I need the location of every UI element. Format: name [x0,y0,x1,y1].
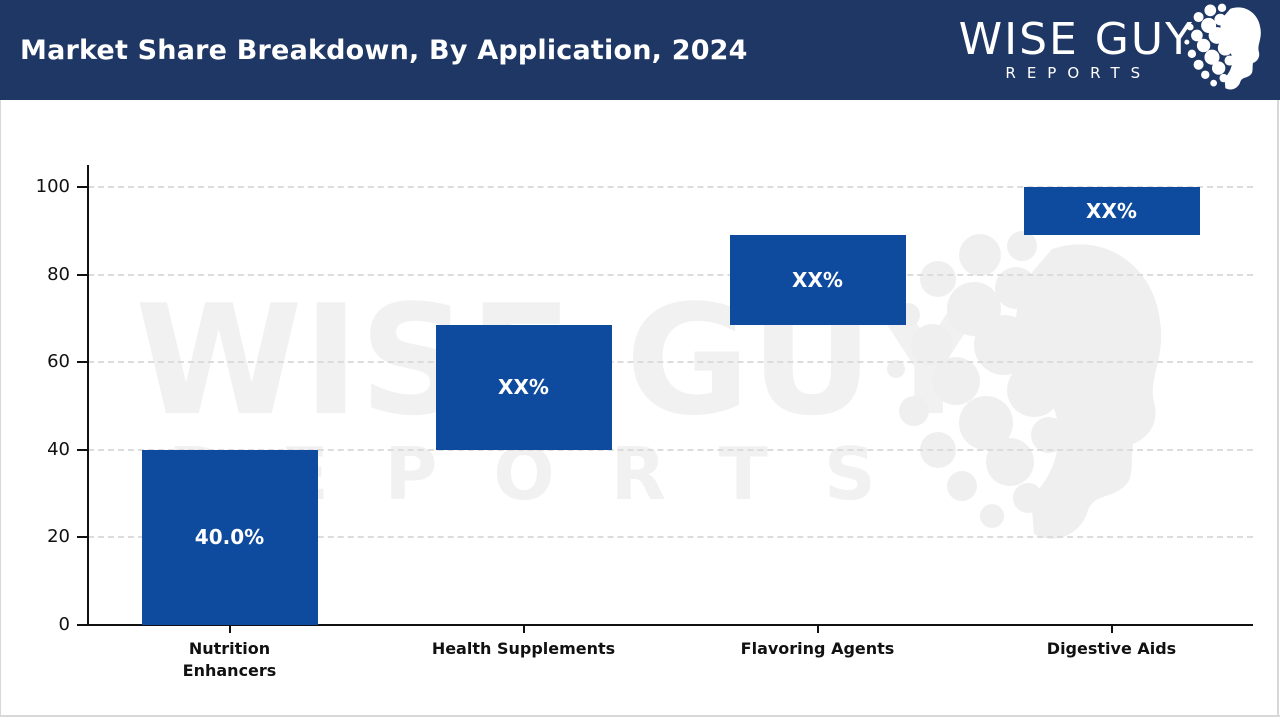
y-axis-tickmark [77,361,88,364]
gridline [88,361,1253,364]
y-axis-tickmark [77,273,88,276]
gridline [88,448,1253,451]
bar-segment: 40.0% [141,449,318,625]
y-axis-tick-label: 0 [58,614,70,635]
bar-segment: XX% [435,324,612,450]
y-axis-tick-label: 20 [47,526,70,548]
x-category-label: Nutrition Enhancers [182,639,277,680]
x-axis-tickmark [816,625,819,633]
y-axis-tick-label: 40 [47,438,70,460]
gridline [88,273,1253,276]
logo-wordmark: WISE GUY [958,14,1194,65]
bar-value-label: XX% [1086,199,1137,224]
chart-area: WISE GUY REPORTS 0 20 40 60 80 100 40.0% Nutrit… [0,100,1280,716]
gridline [88,186,1253,189]
header-bar: Market Share Breakdown, By Application, … [0,0,1280,100]
chart-title: Market Share Breakdown, By Application, … [20,34,748,66]
wise-guy-logo-text: WISE GUY REPORTS [958,14,1194,83]
y-axis-tick-label: 100 [35,176,70,198]
x-category-label: Flavoring Agents [740,639,895,658]
bar-segment: XX% [729,234,906,325]
y-axis-tickmark [77,448,88,451]
y-axis-tick-label: 60 [47,351,70,373]
y-axis-tick-label: 80 [47,263,70,285]
y-axis-line [87,165,89,626]
y-axis-tickmark [77,536,88,539]
bar-segment: XX% [1023,187,1200,235]
y-axis-tickmark [77,186,88,189]
logo-subtitle: REPORTS [1005,64,1152,82]
x-axis-line [87,624,1253,626]
wise-guy-face-icon [1178,2,1266,98]
plot-region: 0 20 40 60 80 100 40.0% Nutrition Enhancers XX% H… [0,100,1280,716]
x-axis-tickmark [228,625,231,633]
bar-value-label: 40.0% [194,525,265,550]
gridline [88,536,1253,539]
bar-value-label: XX% [792,267,843,292]
x-category-label: Health Supplements [431,639,616,658]
x-axis-tickmark [522,625,525,633]
bar-value-label: XX% [498,375,549,400]
x-category-label: Digestive Aids [1046,639,1177,658]
wise-guy-logo: WISE GUY REPORTS [959,2,1266,98]
x-axis-tickmark [1110,625,1113,633]
y-axis-tickmark [77,624,88,626]
